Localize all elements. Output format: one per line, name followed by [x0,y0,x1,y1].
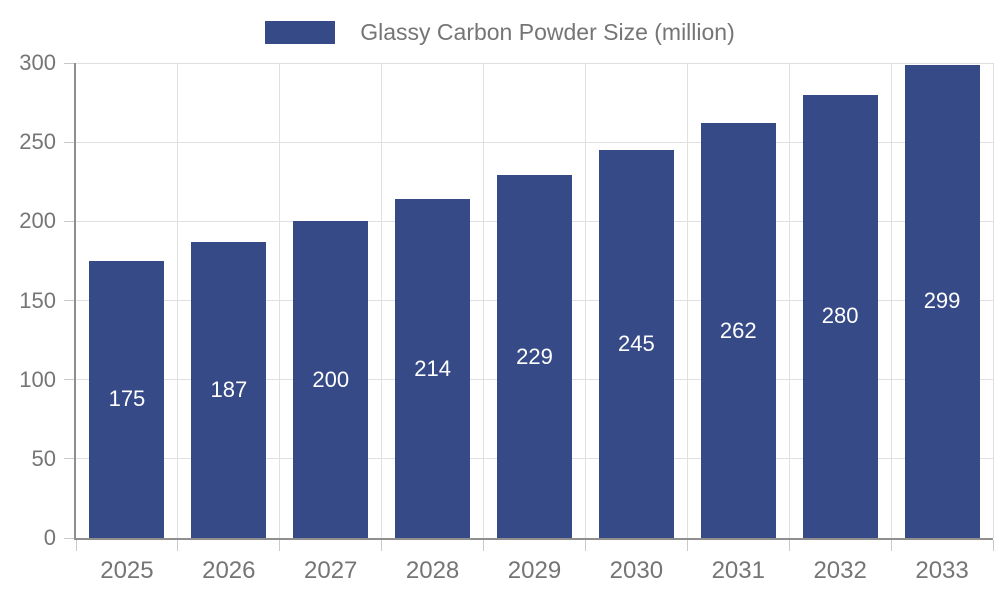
x-tick-mark [381,540,383,551]
x-tick-mark [992,540,994,551]
bar-value-label: 280 [821,303,859,329]
y-tick-mark [64,141,74,143]
legend[interactable]: Glassy Carbon Powder Size (million) [0,19,1000,45]
y-tick-mark [64,458,74,460]
y-tick-label: 250 [19,129,56,155]
x-tick-label: 2025 [100,557,154,584]
y-tick-label: 150 [19,287,56,313]
x-tick-label: 2027 [304,557,358,584]
bar: 175 [89,260,165,538]
bar: 299 [904,64,980,538]
x-tick-label: 2029 [507,557,562,584]
x-tick-label: 2032 [813,557,867,584]
y-tick-mark [64,220,74,222]
bar: 214 [395,199,471,538]
y-tick-label: 300 [19,50,56,75]
y-tick-label: 100 [19,366,56,392]
x-tick-label: 2026 [202,557,256,584]
bar: 280 [802,94,878,538]
bar-value-label: 262 [719,317,757,343]
x-tick-mark [788,540,790,551]
bar-value-label: 200 [312,366,350,392]
bar-value-label: 214 [414,355,451,381]
bar-value-label: 299 [923,288,961,314]
x-tick-label: 2030 [609,557,664,584]
x-tick-mark [279,540,281,551]
x-tick-label: 2028 [405,557,460,584]
bar-value-label: 187 [210,376,248,402]
legend-swatch [265,20,336,44]
x-tick-mark [686,540,688,551]
bar-value-label: 175 [108,386,146,412]
y-tick-mark [64,537,74,539]
h-gridline [76,62,993,64]
x-tick-mark [177,540,179,551]
v-gridline [992,63,994,538]
bar: 187 [191,241,267,538]
bar-value-label: 229 [516,343,553,369]
x-tick-mark [584,540,586,551]
y-tick-mark [64,379,74,381]
y-tick-label: 0 [43,525,56,550]
x-tick-mark [483,540,485,551]
y-tick-mark [64,62,74,64]
bar: 200 [293,221,369,538]
plot-area: 0 50 100 150 200 250 300 175 2025 187 2026 200 2027 2… [19,50,994,584]
y-tick-label: 200 [19,208,56,234]
bar: 262 [700,123,776,538]
legend-label: Glassy Carbon Powder Size (million) [360,18,735,45]
y-tick-label: 50 [31,445,56,471]
x-tick-mark [75,540,77,551]
y-tick-mark [64,300,74,301]
bar-value-label: 245 [618,331,655,357]
x-tick-label: 2033 [915,557,969,584]
bar: 245 [598,150,674,538]
h-gridline [76,141,993,143]
x-tick-mark [890,540,892,551]
x-tick-label: 2031 [711,557,765,584]
bar: 229 [497,175,572,538]
